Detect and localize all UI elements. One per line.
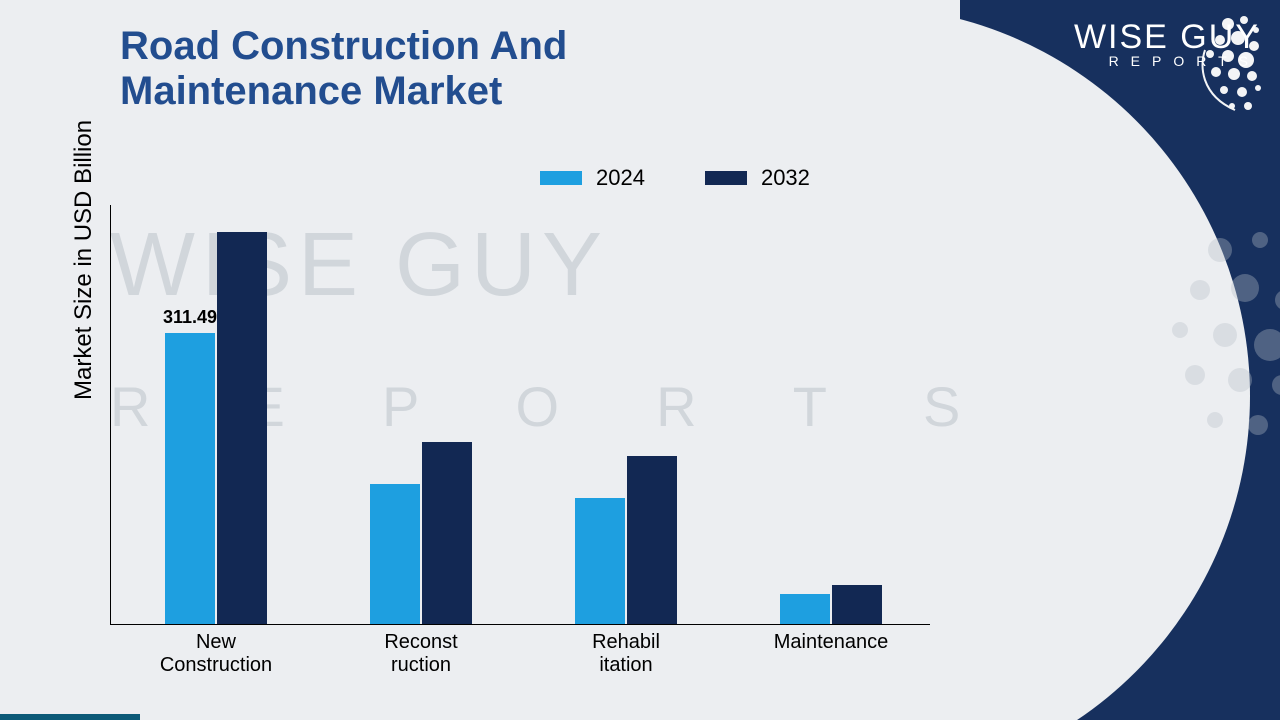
legend-label-2024: 2024	[596, 165, 645, 191]
legend-item-2032: 2032	[705, 165, 810, 191]
bar-2032	[627, 456, 677, 624]
category-label: NewConstruction	[126, 625, 306, 677]
category-label: Maintenance	[741, 625, 921, 654]
brand-line-1: WISE GUY	[1074, 18, 1260, 57]
category-label: Reconstruction	[331, 625, 511, 677]
chart-plot-area: 311.49NewConstruction Reconstruction Rehab…	[110, 205, 930, 625]
bar-2024	[780, 594, 830, 624]
y-axis-label: Market Size in USD Billion	[70, 120, 98, 400]
brand-logo: WISE GUY REPORTS	[1074, 18, 1260, 69]
page-root: WISE GUY REPORTS WISE GUY R E P O R T S …	[0, 0, 1280, 720]
bar-2024	[370, 484, 420, 624]
watermark-head-graphic	[1060, 210, 1280, 470]
legend: 2024 2032	[540, 165, 810, 191]
bar-group: Reconstruction	[350, 205, 510, 625]
bottom-accent-bar	[0, 714, 140, 720]
legend-label-2032: 2032	[761, 165, 810, 191]
legend-swatch-2024	[540, 171, 582, 185]
bar-2032	[217, 232, 267, 624]
bar-group: 311.49NewConstruction	[145, 205, 305, 625]
bar-2024	[165, 333, 215, 624]
bar-2032	[832, 585, 882, 624]
bar-value-label: 311.49	[140, 307, 240, 328]
y-axis-line	[110, 205, 111, 625]
category-label: Rehabilitation	[536, 625, 716, 677]
bar-group: Maintenance	[760, 205, 920, 625]
bar-2024	[575, 498, 625, 624]
bar-2032	[422, 442, 472, 624]
chart-title: Road Construction And Maintenance Market	[120, 24, 820, 114]
legend-swatch-2032	[705, 171, 747, 185]
legend-item-2024: 2024	[540, 165, 645, 191]
bar-group: Rehabilitation	[555, 205, 715, 625]
